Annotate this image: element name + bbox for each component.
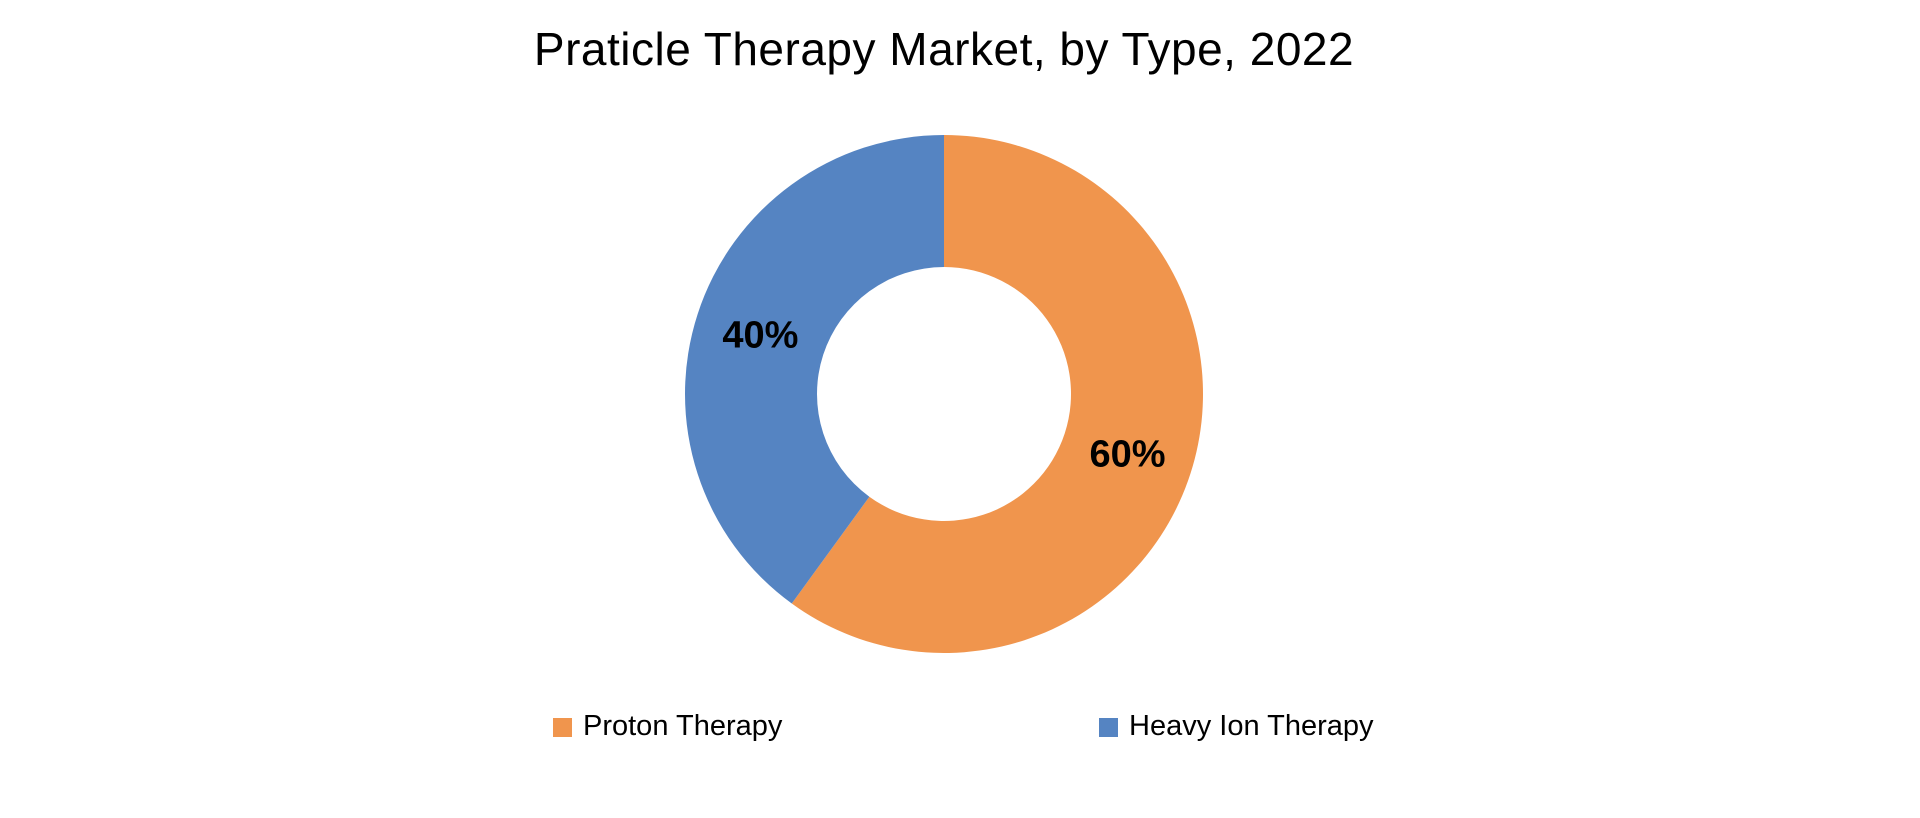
chart-title: Praticle Therapy Market, by Type, 2022	[533, 23, 1355, 75]
legend-item-proton-therapy[interactable]: Proton Therapy	[553, 710, 782, 743]
legend-item-heavy-ion-therapy[interactable]: Heavy Ion Therapy	[1099, 710, 1374, 743]
legend-swatch-proton-therapy	[553, 718, 572, 737]
legend-label-proton-therapy: Proton Therapy	[583, 710, 783, 742]
data-label-heavy-ion-therapy: 40%	[722, 314, 798, 356]
data-label-proton-therapy: 60%	[1090, 434, 1166, 476]
donut-slice-heavy-ion-therapy[interactable]	[685, 135, 944, 604]
legend-label-heavy-ion-therapy: Heavy Ion Therapy	[1129, 710, 1374, 742]
donut-slice-proton-therapy[interactable]	[791, 135, 1203, 654]
legend-swatch-heavy-ion-therapy	[1099, 718, 1118, 737]
